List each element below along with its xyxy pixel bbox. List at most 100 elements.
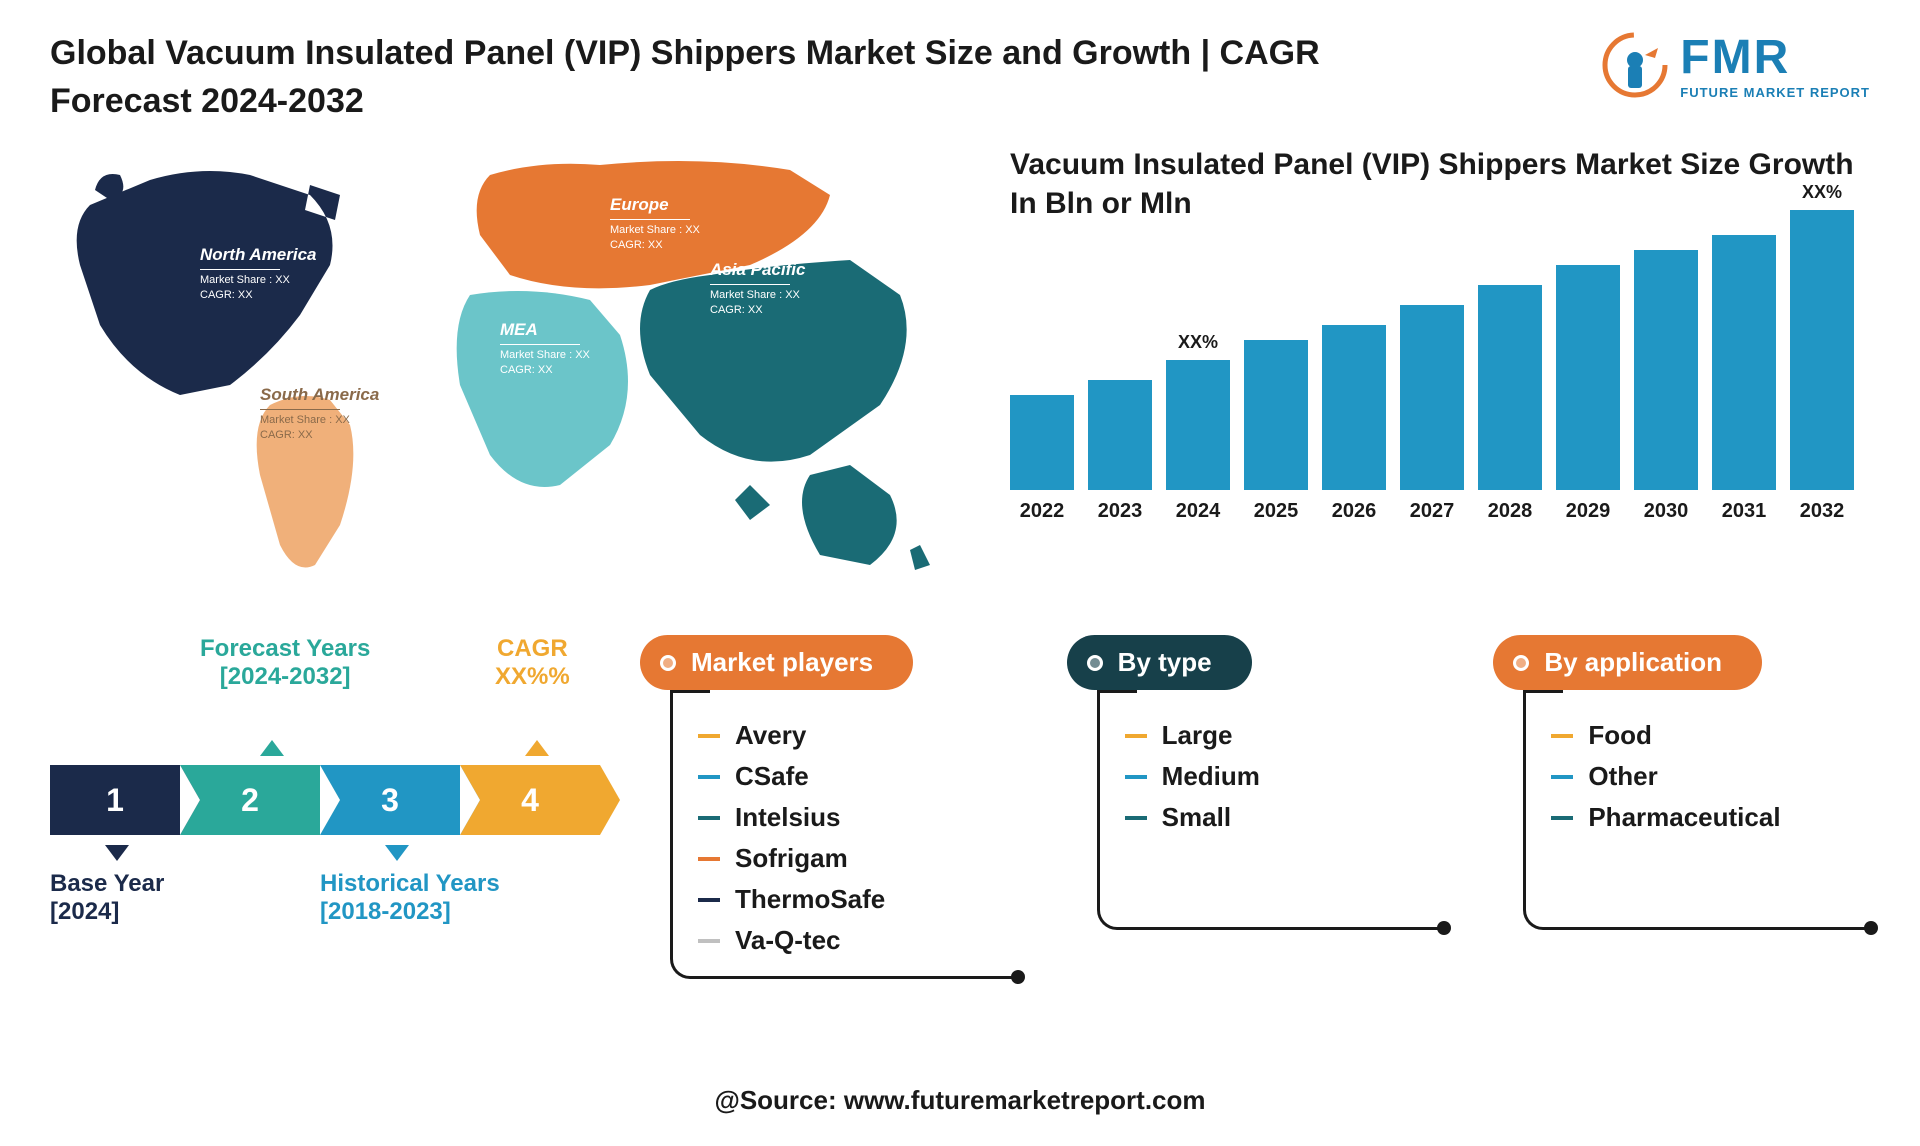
historical-arrow-icon — [385, 845, 409, 861]
category-header: By type — [1067, 635, 1252, 690]
forecast-range: [2024-2032] — [220, 663, 351, 690]
bar-2023: 2023 — [1088, 380, 1152, 523]
bar-rect — [1322, 325, 1386, 490]
category-by-type: By typeLargeMediumSmall — [1067, 635, 1444, 979]
cagr-arrow-icon — [525, 740, 549, 756]
bar-chart: Vacuum Insulated Panel (VIP) Shippers Ma… — [1010, 145, 1870, 585]
category-by-application: By application Food Other Pharmaceutical — [1493, 635, 1870, 979]
historical-title: Historical Years — [320, 870, 500, 897]
item-label: ThermoSafe — [735, 884, 885, 915]
category-list: LargeMediumSmall — [1097, 690, 1444, 930]
timeline-segment-4: 4 — [460, 765, 600, 835]
region-label-south-america: South AmericaMarket Share : XXCAGR: XX — [260, 385, 379, 441]
tick-icon — [698, 939, 720, 943]
bars-container: 20222023XX%20242025202620272028202920302… — [1010, 243, 1870, 523]
bar-2027: 2027 — [1400, 305, 1464, 523]
tick-icon — [1551, 775, 1573, 779]
list-item: ThermoSafe — [698, 884, 1017, 915]
list-item: Va-Q-tec — [698, 925, 1017, 956]
region-label-north-america: North AmericaMarket Share : XXCAGR: XX — [200, 245, 317, 301]
timeline-segment-2: 2 — [180, 765, 320, 835]
bar-year-label: 2028 — [1488, 500, 1533, 523]
tick-icon — [698, 816, 720, 820]
bar-2025: 2025 — [1244, 340, 1308, 523]
bar-annotation: XX% — [1178, 332, 1218, 353]
bar-year-label: 2026 — [1332, 500, 1377, 523]
base-year-label: Base Year [2024] — [50, 870, 164, 926]
category-market-players: Market players Avery CSafe Intelsius Sofriga… — [640, 635, 1017, 979]
item-label: Va-Q-tec — [735, 925, 841, 956]
bar-annotation: XX% — [1802, 182, 1842, 203]
tick-icon — [1551, 734, 1573, 738]
list-item: Pharmaceutical — [1551, 802, 1870, 833]
list-item: Other — [1551, 761, 1870, 792]
item-label: Intelsius — [735, 802, 840, 833]
bar-year-label: 2030 — [1644, 500, 1689, 523]
bar-2030: 2030 — [1634, 250, 1698, 523]
dot-icon — [1513, 655, 1529, 671]
dot-icon — [660, 655, 676, 671]
source-attribution: @Source: www.futuremarketreport.com — [714, 1085, 1205, 1116]
bar-rect — [1634, 250, 1698, 490]
base-arrow-icon — [105, 845, 129, 861]
historical-range: [2018-2023] — [320, 898, 451, 925]
tick-icon — [698, 857, 720, 861]
item-label: Sofrigam — [735, 843, 848, 874]
category-title: Market players — [691, 647, 873, 678]
bar-year-label: 2023 — [1098, 500, 1143, 523]
cagr-value: XX%% — [495, 663, 570, 690]
bar-2022: 2022 — [1010, 395, 1074, 523]
bar-2026: 2026 — [1322, 325, 1386, 523]
region-label-mea: MEAMarket Share : XXCAGR: XX — [500, 320, 590, 376]
tick-icon — [1125, 734, 1147, 738]
forecast-arrow-icon — [260, 740, 284, 756]
cagr-label: CAGR XX%% — [495, 635, 570, 691]
base-range: [2024] — [50, 898, 119, 925]
tick-icon — [698, 775, 720, 779]
bar-rect — [1556, 265, 1620, 490]
forecast-title: Forecast Years — [200, 635, 370, 662]
bar-rect — [1712, 235, 1776, 490]
category-title: By application — [1544, 647, 1722, 678]
bar-rect — [1088, 380, 1152, 490]
bar-2028: 2028 — [1478, 285, 1542, 523]
bar-year-label: 2022 — [1020, 500, 1065, 523]
bar-rect — [1010, 395, 1074, 490]
list-item: Sofrigam — [698, 843, 1017, 874]
dot-icon — [1087, 655, 1103, 671]
world-map: North AmericaMarket Share : XXCAGR: XX So… — [50, 145, 970, 585]
item-label: Pharmaceutical — [1588, 802, 1780, 833]
list-item: Food — [1551, 720, 1870, 751]
tick-icon — [1125, 816, 1147, 820]
bar-year-label: 2025 — [1254, 500, 1299, 523]
bar-year-label: 2027 — [1410, 500, 1455, 523]
list-item: Medium — [1125, 761, 1444, 792]
tick-icon — [698, 734, 720, 738]
category-list: Food Other Pharmaceutical — [1523, 690, 1870, 930]
logo-icon — [1600, 30, 1670, 100]
item-label: Avery — [735, 720, 806, 751]
bar-year-label: 2024 — [1176, 500, 1221, 523]
timeline-bar: 1234 — [50, 765, 600, 835]
item-label: Food — [1588, 720, 1652, 751]
item-label: CSafe — [735, 761, 809, 792]
tick-icon — [1125, 775, 1147, 779]
bar-2031: 2031 — [1712, 235, 1776, 523]
item-label: Other — [1588, 761, 1657, 792]
timeline-segment-1: 1 — [50, 765, 180, 835]
chart-title: Vacuum Insulated Panel (VIP) Shippers Ma… — [1010, 145, 1870, 223]
bar-rect — [1400, 305, 1464, 490]
logo: FMR FUTURE MARKET REPORT — [1600, 30, 1870, 100]
list-item: Avery — [698, 720, 1017, 751]
list-item: Intelsius — [698, 802, 1017, 833]
page-title: Global Vacuum Insulated Panel (VIP) Ship… — [50, 30, 1350, 125]
item-label: Large — [1162, 720, 1233, 751]
bar-2032: XX%2032 — [1790, 210, 1854, 523]
region-label-asia-pacific: Asia PacificMarket Share : XXCAGR: XX — [710, 260, 805, 316]
category-title: By type — [1118, 647, 1212, 678]
forecast-years-label: Forecast Years [2024-2032] — [200, 635, 370, 691]
list-item: CSafe — [698, 761, 1017, 792]
timeline: Forecast Years [2024-2032] CAGR XX%% 123… — [50, 635, 610, 975]
region-label-europe: EuropeMarket Share : XXCAGR: XX — [610, 195, 700, 251]
bar-year-label: 2029 — [1566, 500, 1611, 523]
